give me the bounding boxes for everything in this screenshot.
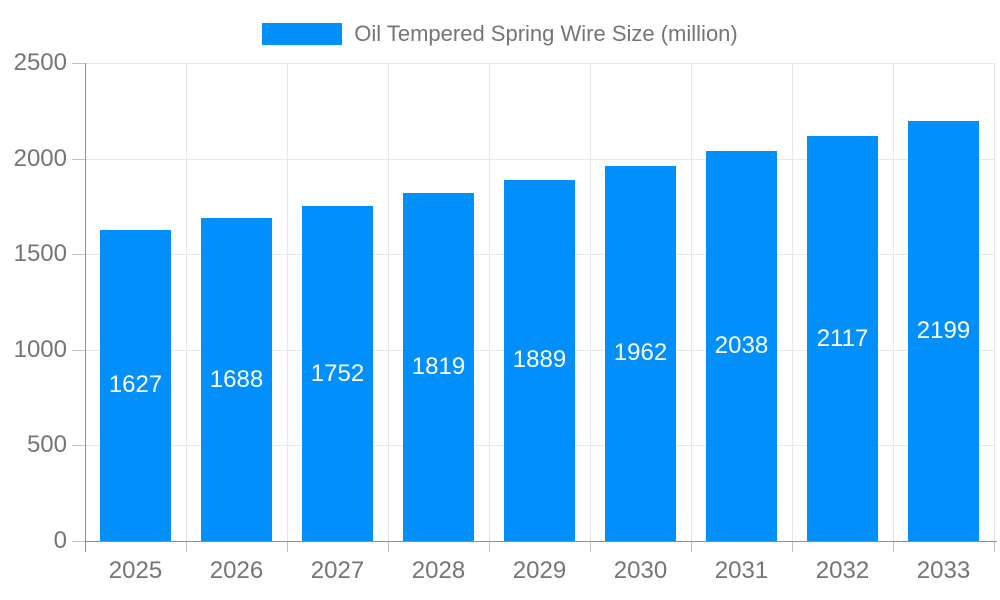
x-axis-line	[85, 541, 997, 542]
x-gridline	[691, 63, 692, 541]
legend-label: Oil Tempered Spring Wire Size (million)	[354, 21, 738, 46]
x-axis-tick-label-2025: 2025	[108, 557, 163, 584]
x-axis-tick	[691, 541, 692, 552]
x-axis-tick	[287, 541, 288, 552]
x-axis-tick-label-2030: 2030	[613, 557, 668, 584]
bar-2030[interactable]	[605, 165, 676, 541]
legend-swatch-icon	[262, 23, 343, 45]
x-axis-tick-label-2026: 2026	[209, 557, 264, 584]
y-gridline	[85, 158, 994, 160]
x-axis-tick-label-2028: 2028	[411, 557, 466, 584]
y-axis-line	[85, 63, 86, 552]
y-axis-tick	[72, 254, 85, 256]
y-axis-tick	[72, 349, 85, 351]
y-axis-tick-label: 1500	[13, 240, 67, 268]
bar-2026[interactable]	[201, 218, 272, 541]
x-axis-tick	[893, 541, 894, 552]
y-gridline	[85, 63, 994, 64]
y-axis-tick-label: 2500	[13, 49, 67, 76]
x-gridline	[792, 63, 793, 541]
x-axis-tick	[994, 541, 995, 552]
y-axis-tick-label: 0	[53, 527, 67, 554]
x-gridline	[489, 63, 490, 541]
x-gridline	[388, 63, 389, 541]
bar-2027[interactable]	[302, 206, 373, 541]
x-axis-tick-label-2033: 2033	[916, 557, 971, 584]
y-axis-tick-label: 2000	[13, 144, 67, 172]
x-gridline	[893, 63, 894, 541]
bar-2033[interactable]	[908, 120, 979, 541]
x-axis-tick-label-2031: 2031	[714, 557, 769, 584]
x-axis-tick	[388, 541, 389, 552]
y-axis-tick	[72, 445, 85, 447]
y-axis-tick	[72, 63, 85, 64]
y-axis-tick	[72, 541, 85, 542]
bar-2032[interactable]	[807, 136, 878, 541]
x-gridline	[590, 63, 591, 541]
x-gridline	[287, 63, 288, 541]
x-axis-tick	[489, 541, 490, 552]
x-gridline	[186, 63, 187, 541]
bar-2028[interactable]	[403, 193, 474, 541]
y-axis-tick-label: 500	[26, 431, 67, 459]
x-axis-tick	[590, 541, 591, 552]
legend[interactable]: Oil Tempered Spring Wire Size (million)	[0, 20, 1000, 48]
y-axis-tick-label: 1000	[13, 335, 67, 363]
x-axis-tick-label-2027: 2027	[310, 557, 365, 584]
x-axis-tick-label-2032: 2032	[815, 557, 870, 584]
y-axis-tick	[72, 158, 85, 160]
x-axis-tick	[792, 541, 793, 552]
x-axis-tick-label-2029: 2029	[512, 557, 567, 584]
x-gridline	[994, 63, 995, 541]
bar-2025[interactable]	[100, 229, 171, 541]
bar-2029[interactable]	[504, 179, 575, 541]
x-axis-tick	[186, 541, 187, 552]
bar-2031[interactable]	[706, 151, 777, 541]
